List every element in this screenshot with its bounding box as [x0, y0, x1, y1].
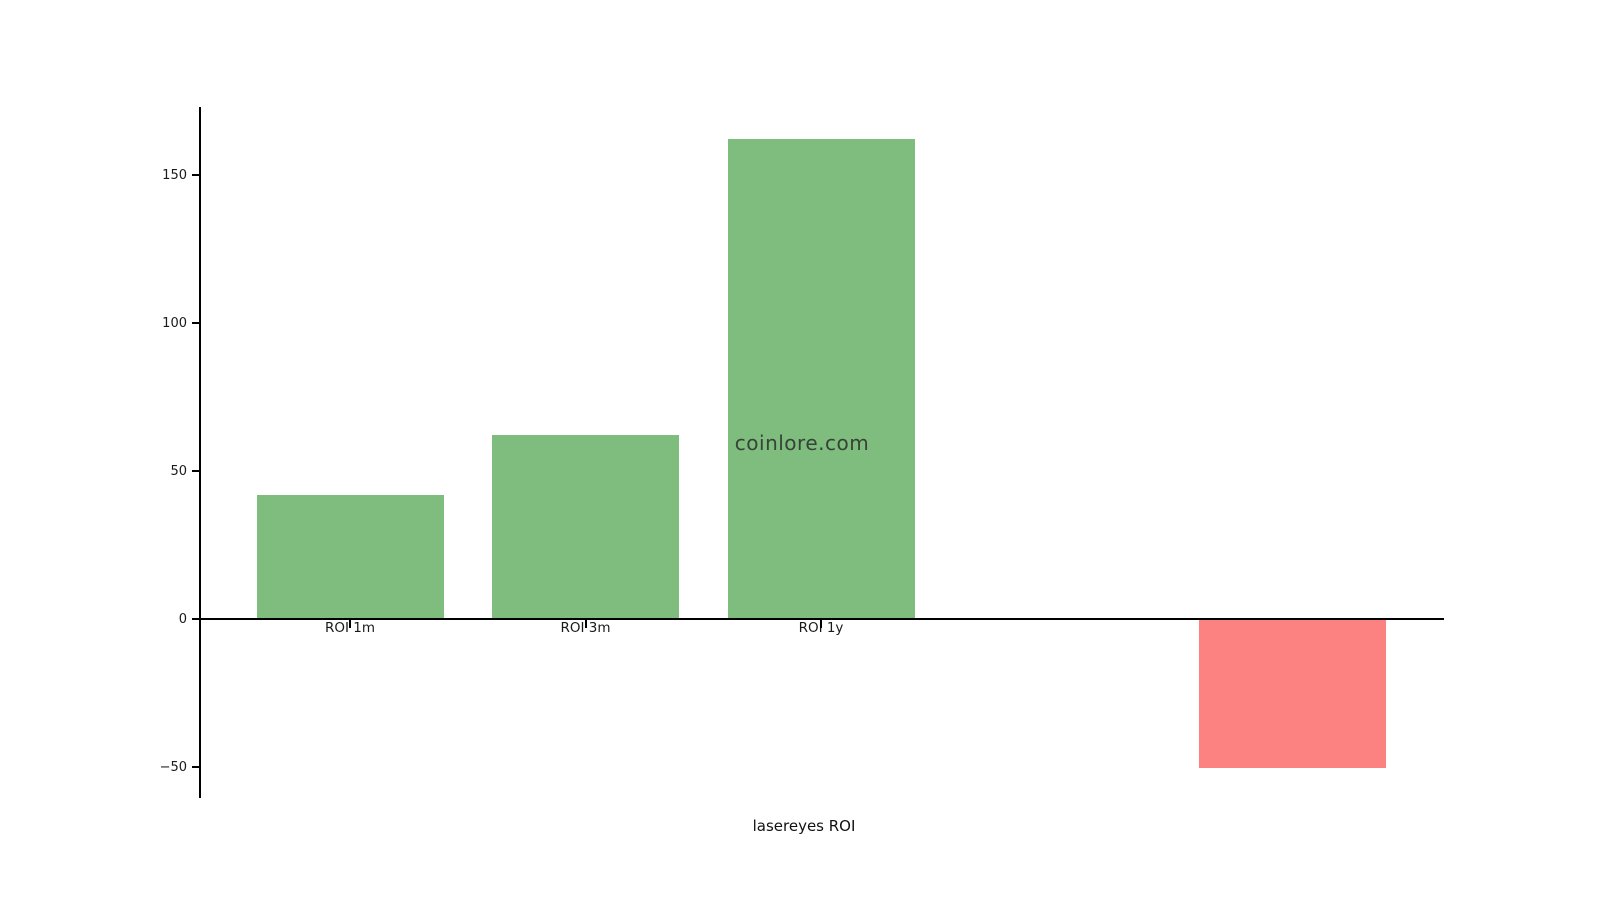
x-tick-mark [584, 619, 587, 628]
y-axis [199, 107, 201, 798]
y-tick-label: 0 [178, 611, 187, 627]
y-tick-label: 150 [162, 167, 187, 183]
y-tick-mark [192, 766, 199, 768]
x-tick-label: ROI 1m [324, 620, 376, 636]
y-tick-label: 50 [170, 463, 187, 479]
y-tick-mark [192, 174, 199, 176]
watermark: coinlore.com [734, 431, 870, 455]
bar-roi-3m [492, 435, 679, 619]
x-tick-label: ROI 3m [560, 620, 611, 636]
bar-roi-1m [256, 494, 444, 619]
bar-roi-1y [727, 139, 915, 619]
y-tick-mark [192, 470, 199, 472]
x-tick-label: ROI 1y [798, 620, 844, 636]
y-tick-label: 100 [162, 315, 187, 331]
y-tick-label: −50 [159, 759, 187, 775]
x-tick-mark [349, 619, 351, 628]
chart-title: lasereyes ROI [752, 817, 856, 835]
y-tick-mark [192, 322, 199, 324]
bar-unlabeled-4 [1198, 620, 1386, 768]
x-tick-mark [820, 619, 822, 628]
y-tick-mark [192, 618, 199, 620]
